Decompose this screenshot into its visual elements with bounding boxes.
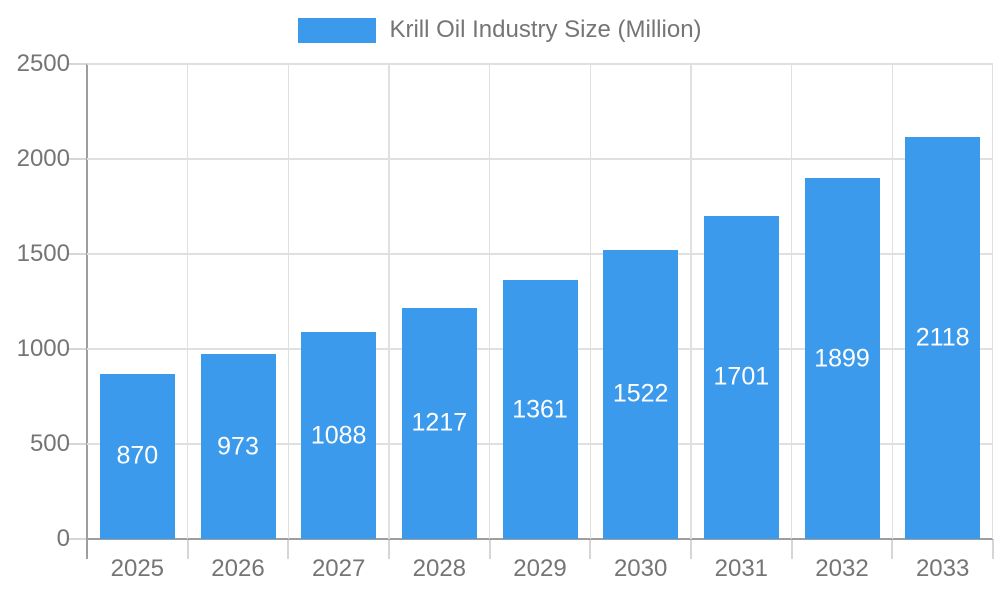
gridline-y-2500 (87, 63, 993, 65)
bar-2033[interactable]: 2118 (905, 136, 981, 539)
y-axis-label-1000: 1000 (16, 335, 70, 362)
gridline-x-5 (589, 64, 592, 539)
gridline-x-3 (388, 64, 390, 539)
x-axis-label-2033: 2033 (915, 555, 970, 582)
y-tick-500 (69, 443, 87, 445)
x-axis-line (86, 538, 993, 540)
x-tick-5 (589, 539, 592, 559)
bar-value-label: 1522 (612, 379, 669, 408)
y-axis-label-1500: 1500 (16, 240, 70, 267)
x-axis-label-2025: 2025 (110, 555, 165, 582)
gridline-x-8 (891, 64, 894, 539)
y-tick-1000 (69, 348, 87, 350)
gridline-x-9 (991, 64, 993, 539)
legend-item-krill-oil[interactable]: Krill Oil Industry Size (Million) (298, 16, 702, 43)
y-tick-2500 (69, 63, 87, 65)
x-tick-2 (287, 539, 290, 559)
x-axis-label-2027: 2027 (311, 555, 366, 582)
gridline-x-6 (690, 64, 692, 539)
bar-2025[interactable]: 870 (99, 373, 175, 539)
x-axis-label-2029: 2029 (513, 555, 567, 582)
bar-value-label: 1088 (310, 421, 367, 450)
y-tick-1500 (69, 253, 87, 255)
x-axis-label-2032: 2032 (815, 555, 869, 582)
bar-2029[interactable]: 1361 (502, 280, 578, 539)
y-axis-label-2500: 2500 (16, 50, 70, 77)
bar-2032[interactable]: 1899 (804, 178, 880, 539)
plot-area: 870 973 1088 1217 1361 1522 1701 1899 2118 (87, 63, 993, 539)
y-tick-0 (69, 538, 87, 540)
legend-label: Krill Oil Industry Size (Million) (389, 16, 702, 43)
x-tick-9 (992, 539, 994, 559)
x-tick-0 (86, 539, 88, 559)
gridline-x-4 (488, 64, 491, 539)
bar-value-label: 1361 (512, 395, 568, 424)
gridline-x-2 (287, 64, 290, 539)
x-tick-7 (790, 539, 793, 559)
y-axis-line (86, 64, 88, 539)
x-axis-label-2028: 2028 (412, 555, 467, 582)
x-tick-8 (891, 539, 894, 559)
x-tick-3 (388, 539, 390, 559)
bar-2030[interactable]: 1522 (603, 249, 679, 539)
gridline-y-1500 (87, 253, 993, 255)
bar-value-label: 1899 (814, 344, 870, 373)
bar-value-label: 2118 (915, 323, 970, 352)
gridline-x-7 (790, 64, 793, 539)
bar-2031[interactable]: 1701 (703, 215, 779, 539)
x-tick-4 (488, 539, 491, 559)
y-axis-label-0: 0 (56, 525, 70, 552)
bar-2027[interactable]: 1088 (301, 332, 377, 539)
legend: Krill Oil Industry Size (Million) (0, 17, 1000, 43)
bar-2028[interactable]: 1217 (401, 307, 477, 539)
bar-value-label: 973 (217, 432, 259, 461)
legend-swatch (298, 17, 377, 43)
x-axis-label-2031: 2031 (714, 555, 769, 582)
bar-value-label: 1217 (411, 408, 468, 437)
gridline-y-2000 (87, 158, 993, 160)
x-tick-1 (186, 539, 189, 559)
bar-value-label: 870 (116, 441, 159, 470)
y-tick-2000 (69, 158, 87, 160)
y-axis-label-2000: 2000 (16, 145, 70, 172)
bar-value-label: 1701 (713, 362, 770, 391)
bar-2026[interactable]: 973 (200, 354, 276, 539)
x-tick-6 (690, 539, 692, 559)
x-axis-label-2026: 2026 (211, 555, 265, 582)
gridline-x-1 (186, 64, 189, 539)
x-axis-label-2030: 2030 (613, 555, 668, 582)
y-axis-label-500: 500 (29, 430, 70, 457)
